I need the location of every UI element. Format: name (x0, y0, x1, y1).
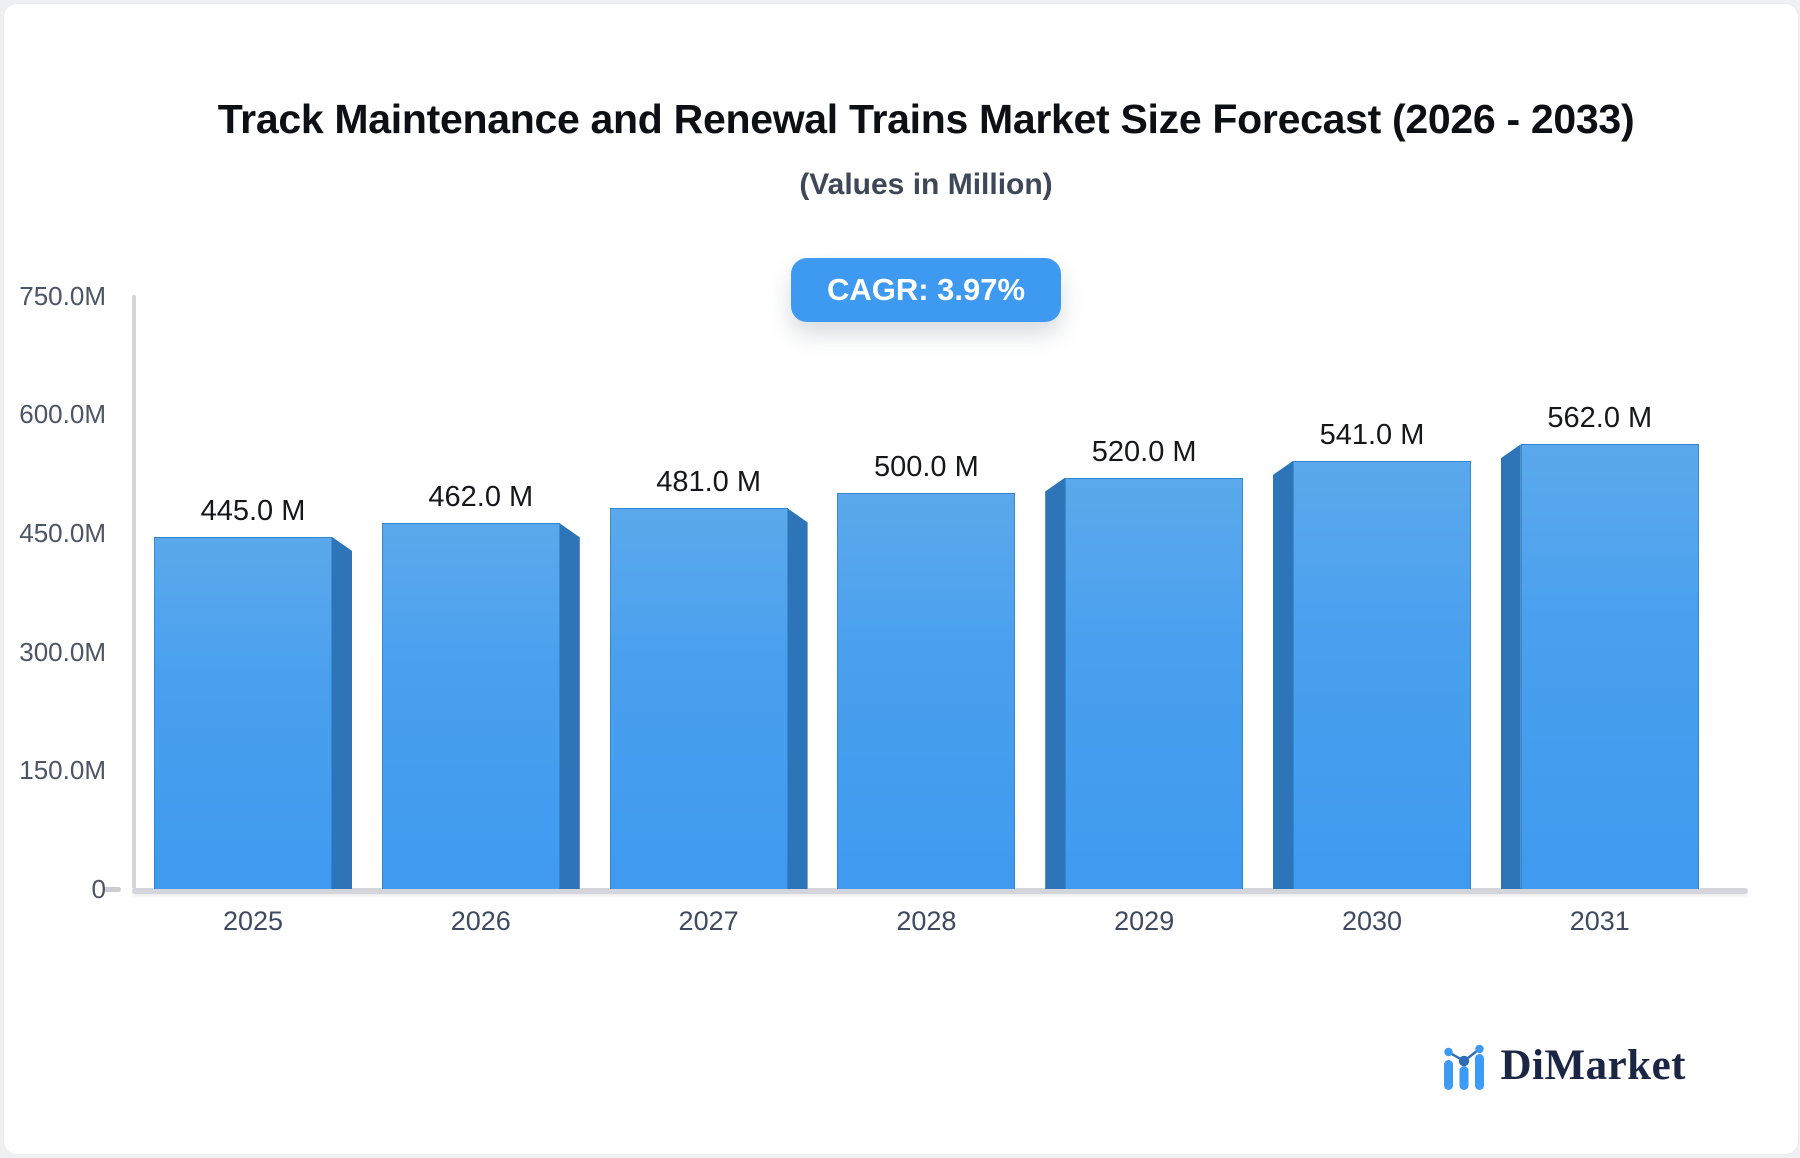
bar-side-2029 (1045, 477, 1066, 889)
x-tick-label-2029: 2029 (1114, 906, 1175, 936)
bar-2030[interactable] (1293, 460, 1471, 889)
bar-value-label-2025: 445.0 M (200, 494, 306, 527)
bar-line-chart-icon (1443, 1044, 1484, 1090)
bar-side-2026 (559, 523, 580, 889)
bar-value-label-2029: 520.0 M (1091, 435, 1197, 468)
y-tick-label-450.0M: 450.0M (19, 517, 106, 548)
bar-value-label-2027: 481.0 M (656, 466, 761, 499)
page-title: Track Maintenance and Renewal Trains Mar… (217, 96, 1635, 142)
y-tick-label-750.0M: 750.0M (19, 280, 106, 311)
x-tick-label-2030: 2030 (1341, 906, 1403, 936)
y-tick-label-150.0M: 150.0M (19, 755, 106, 786)
x-tick-label-2028: 2028 (896, 906, 957, 936)
x-axis-line (132, 888, 1748, 894)
bar-value-label-2031: 562.0 M (1547, 402, 1653, 435)
bar-chart-plot: 0 150.0M 300.0M 450.0M 600.0M 750.0M 445.0 M 20… (4, 4, 1798, 1154)
x-tick-label-2031: 2031 (1569, 906, 1630, 936)
bar-2028[interactable] (837, 493, 1016, 889)
page-subtitle: (Values in Million) (799, 168, 1053, 201)
bar-side-2025 (332, 536, 352, 889)
x-tick-label-2026: 2026 (450, 906, 511, 936)
y-tick-label-300.0M: 300.0M (19, 636, 106, 667)
bar-side-2030 (1273, 460, 1293, 889)
cagr-badge: CAGR: 3.97% (790, 258, 1062, 322)
bar-2025[interactable] (154, 536, 332, 889)
bar-side-2031 (1500, 444, 1521, 889)
y-tick-label-0: 0 (91, 874, 106, 904)
y-axis-line (132, 295, 136, 889)
x-tick-label-2025: 2025 (222, 906, 284, 936)
bar-value-label-2026: 462.0 M (428, 481, 534, 514)
bar-value-label-2030: 541.0 M (1319, 418, 1425, 451)
brand-name: DiMarket (1500, 1041, 1686, 1089)
x-tick-label-2027: 2027 (678, 906, 739, 936)
cagr-badge-row: CAGR: 3.97% (50, 258, 1798, 322)
y-tick-label-600.0M: 600.0M (19, 399, 106, 430)
chart-card: Track Maintenance and Renewal Trains Mar… (3, 3, 1799, 1155)
brand-logo: DiMarket (1443, 1038, 1687, 1092)
bar-2031[interactable] (1520, 444, 1699, 889)
bar-value-label-2028: 500.0 M (873, 451, 979, 484)
bar-2027[interactable] (609, 508, 788, 889)
bar-side-2027 (787, 508, 808, 889)
bar-2026[interactable] (381, 523, 560, 889)
zero-tick-mark (103, 887, 121, 892)
bar-2029[interactable] (1065, 477, 1244, 889)
